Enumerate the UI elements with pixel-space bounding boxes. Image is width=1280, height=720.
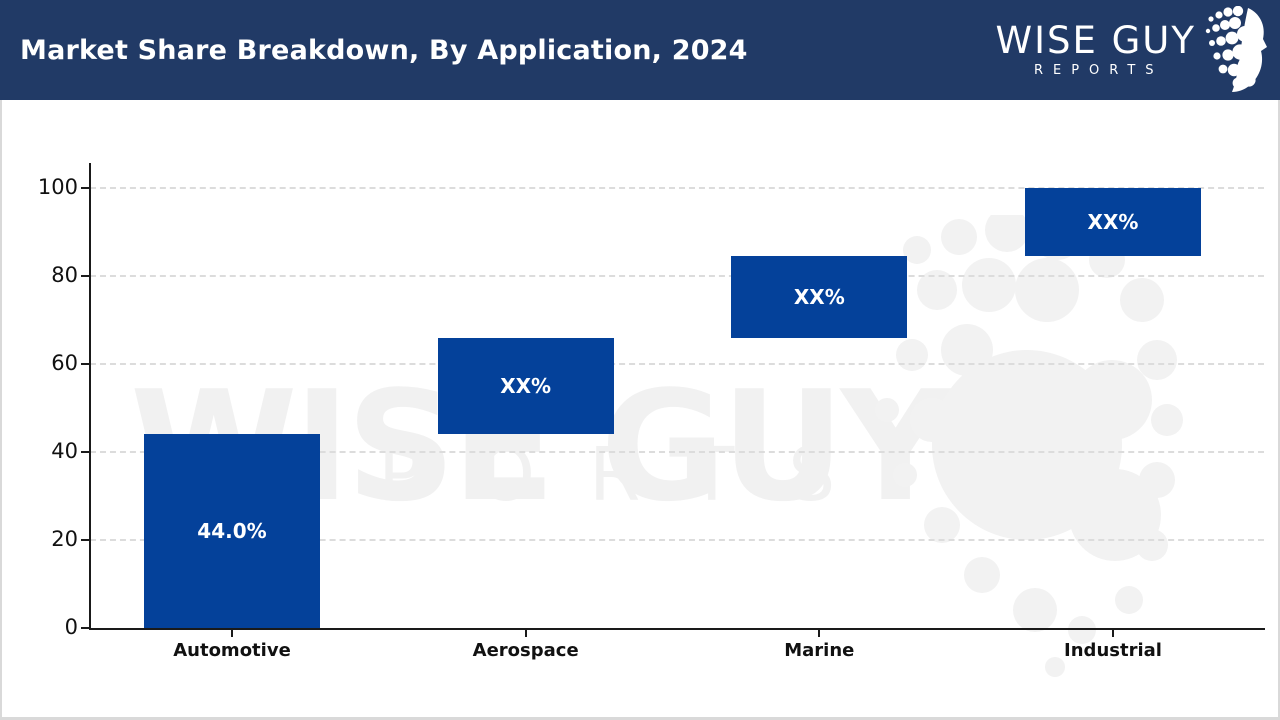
y-axis-tick [81, 539, 90, 541]
brand-logo: WISE GUY REPORTS [996, 6, 1268, 94]
y-tick-label: 80 [51, 263, 78, 287]
x-category-label: Aerospace [472, 640, 579, 661]
gridline [90, 451, 1264, 453]
dotted-head-icon [1205, 6, 1267, 92]
gridline [90, 539, 1264, 541]
page-title: Market Share Breakdown, By Application, … [20, 34, 748, 66]
y-tick-label: 60 [51, 351, 78, 375]
x-axis-tick [818, 630, 821, 637]
y-axis-tick [81, 451, 90, 453]
gridline [90, 363, 1264, 365]
gridline [90, 275, 1264, 277]
x-axis [89, 628, 1265, 630]
x-category-label: Industrial [1064, 640, 1162, 661]
y-tick-label: 40 [51, 439, 78, 463]
chart-area: WISE GUY REPORTS 0 20 40 60 80 100 44.0% Automo… [0, 100, 1280, 720]
x-axis-tick [231, 630, 233, 637]
x-axis-tick [524, 630, 527, 637]
brand-subtitle: REPORTS [1033, 63, 1164, 78]
brand-logo-text: WISE GUY REPORTS [996, 22, 1196, 78]
y-tick-label: 0 [64, 615, 78, 639]
bar-value-label: 44.0% [197, 519, 267, 544]
y-tick-label: 100 [37, 175, 78, 199]
bar-value-label: XX% [793, 284, 845, 309]
bar-value-label: XX% [500, 373, 552, 398]
bar-industrial: XX% [1025, 188, 1201, 257]
gridline [90, 187, 1264, 189]
bar-marine: XX% [731, 256, 908, 338]
brand-name: WISE GUY [995, 19, 1196, 62]
bar-aerospace: XX% [437, 337, 614, 435]
x-category-label: Marine [784, 640, 855, 661]
y-tick-label: 20 [51, 527, 78, 551]
x-category-label: Automotive [173, 640, 291, 661]
y-axis-tick [81, 275, 90, 277]
header-bar: Market Share Breakdown, By Application, … [0, 0, 1280, 100]
y-axis-tick [81, 187, 90, 189]
bar-automotive: 44.0% [144, 434, 320, 628]
plot: 0 20 40 60 80 100 44.0% Automotive XX% Aerospace X… [2, 100, 1278, 717]
bar-value-label: XX% [1087, 210, 1139, 235]
y-axis-tick [81, 627, 90, 629]
x-axis-tick [1112, 630, 1114, 637]
y-axis [89, 163, 91, 630]
y-axis-tick [81, 363, 90, 365]
